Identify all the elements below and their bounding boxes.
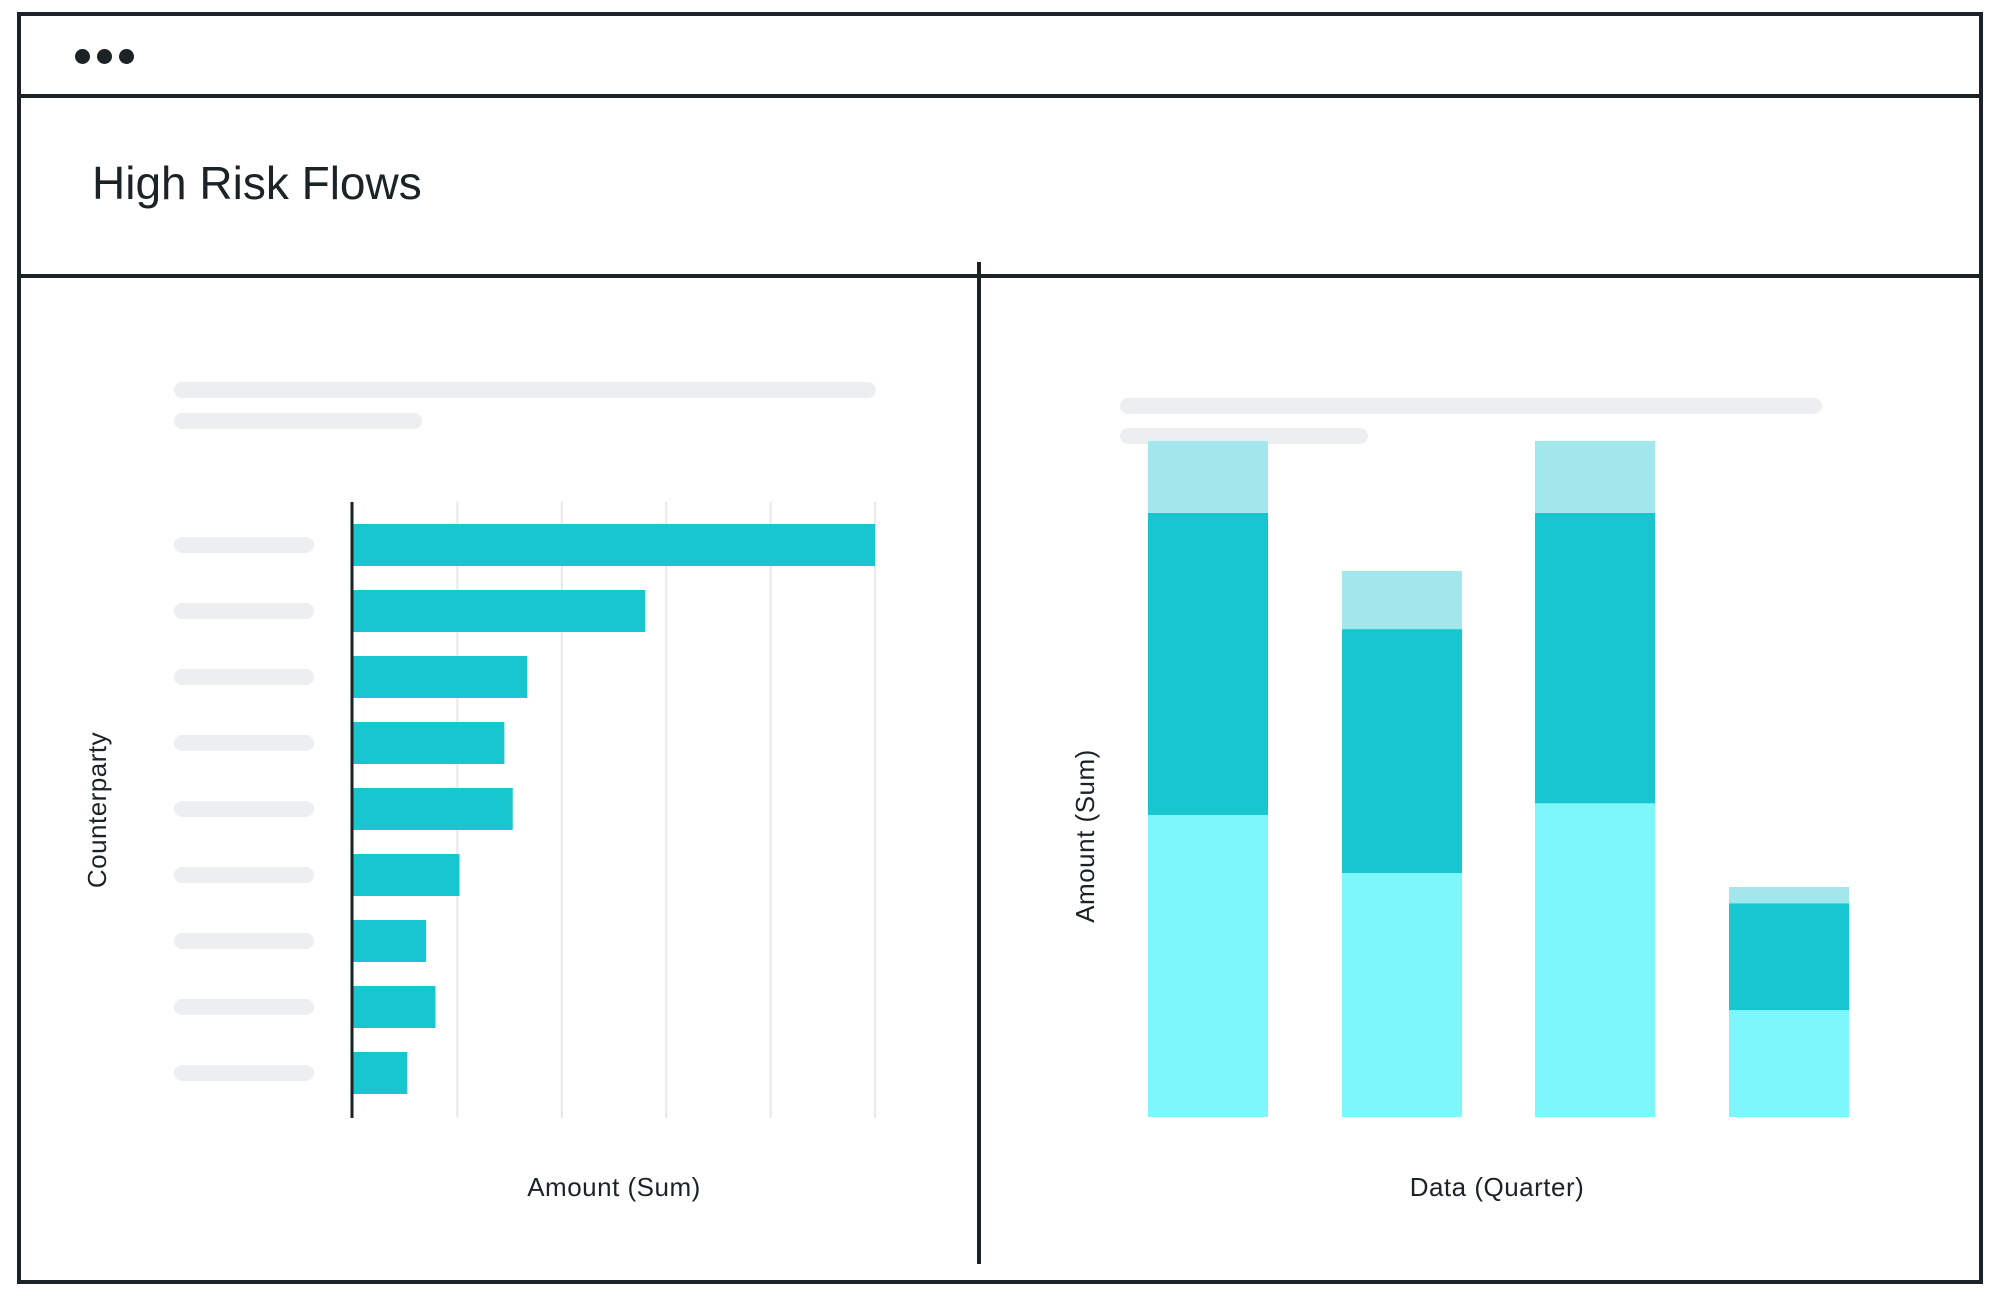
window-dot-icon[interactable] [97,49,112,64]
bar-segment-bottom[interactable] [1729,1010,1849,1117]
bar-segment-top[interactable] [1342,571,1462,630]
bar[interactable] [353,854,460,896]
page-title: High Risk Flows [92,157,422,209]
bar-segment-middle[interactable] [1148,512,1268,815]
bar[interactable] [353,656,528,698]
chart-title-placeholder [174,382,876,398]
window-dot-icon[interactable] [119,49,134,64]
chart-title-placeholder [1120,398,1822,414]
category-label-placeholder [174,801,314,817]
window-dot-icon[interactable] [75,49,90,64]
chart-subtitle-placeholder [1120,428,1368,444]
bar[interactable] [353,524,875,566]
bar[interactable] [353,920,427,962]
category-label-placeholder [174,999,314,1015]
bar-segment-bottom[interactable] [1535,803,1655,1117]
x-axis-title: Data (Quarter) [1410,1172,1585,1202]
app-window: High Risk Flows [17,12,1983,1284]
category-label-placeholder [174,537,314,553]
category-label-placeholder [174,867,314,883]
bar[interactable] [353,1052,408,1094]
panel-divider [977,262,981,1264]
window-titlebar [21,16,1979,98]
category-label-placeholder [174,669,314,685]
bar[interactable] [353,722,505,764]
stacked-bar-series [1148,440,1849,1117]
bar-segment-bottom[interactable] [1148,814,1268,1117]
bar-segment-middle[interactable] [1535,512,1655,804]
bar-segment-bottom[interactable] [1342,873,1462,1117]
x-axis-title: Amount (Sum) [527,1172,701,1202]
bar-segment-middle[interactable] [1342,629,1462,874]
y-axis-title: Amount (Sum) [1070,749,1100,923]
dashboard-header: High Risk Flows [21,98,1979,278]
bar[interactable] [353,986,436,1028]
bar[interactable] [353,590,646,632]
category-label-placeholder [174,933,314,949]
bar[interactable] [353,788,513,830]
category-label-placeholder [174,603,314,619]
chart-subtitle-placeholder [174,413,422,429]
category-label-placeholder [174,1065,314,1081]
y-axis-title: Counterparty [82,732,112,888]
counterparty-chart-panel: Amount (Sum) Counterparty [82,382,876,1202]
bar-segment-middle[interactable] [1729,903,1849,1011]
bar-series [353,524,875,1094]
category-label-placeholder [174,735,314,751]
bar-segment-top[interactable] [1729,886,1849,904]
category-label-placeholders [174,537,314,1081]
bar-segment-top[interactable] [1535,440,1655,513]
quarter-chart-panel: Data (Quarter) Amount (Sum) [1070,398,1849,1202]
bar-segment-top[interactable] [1148,440,1268,513]
